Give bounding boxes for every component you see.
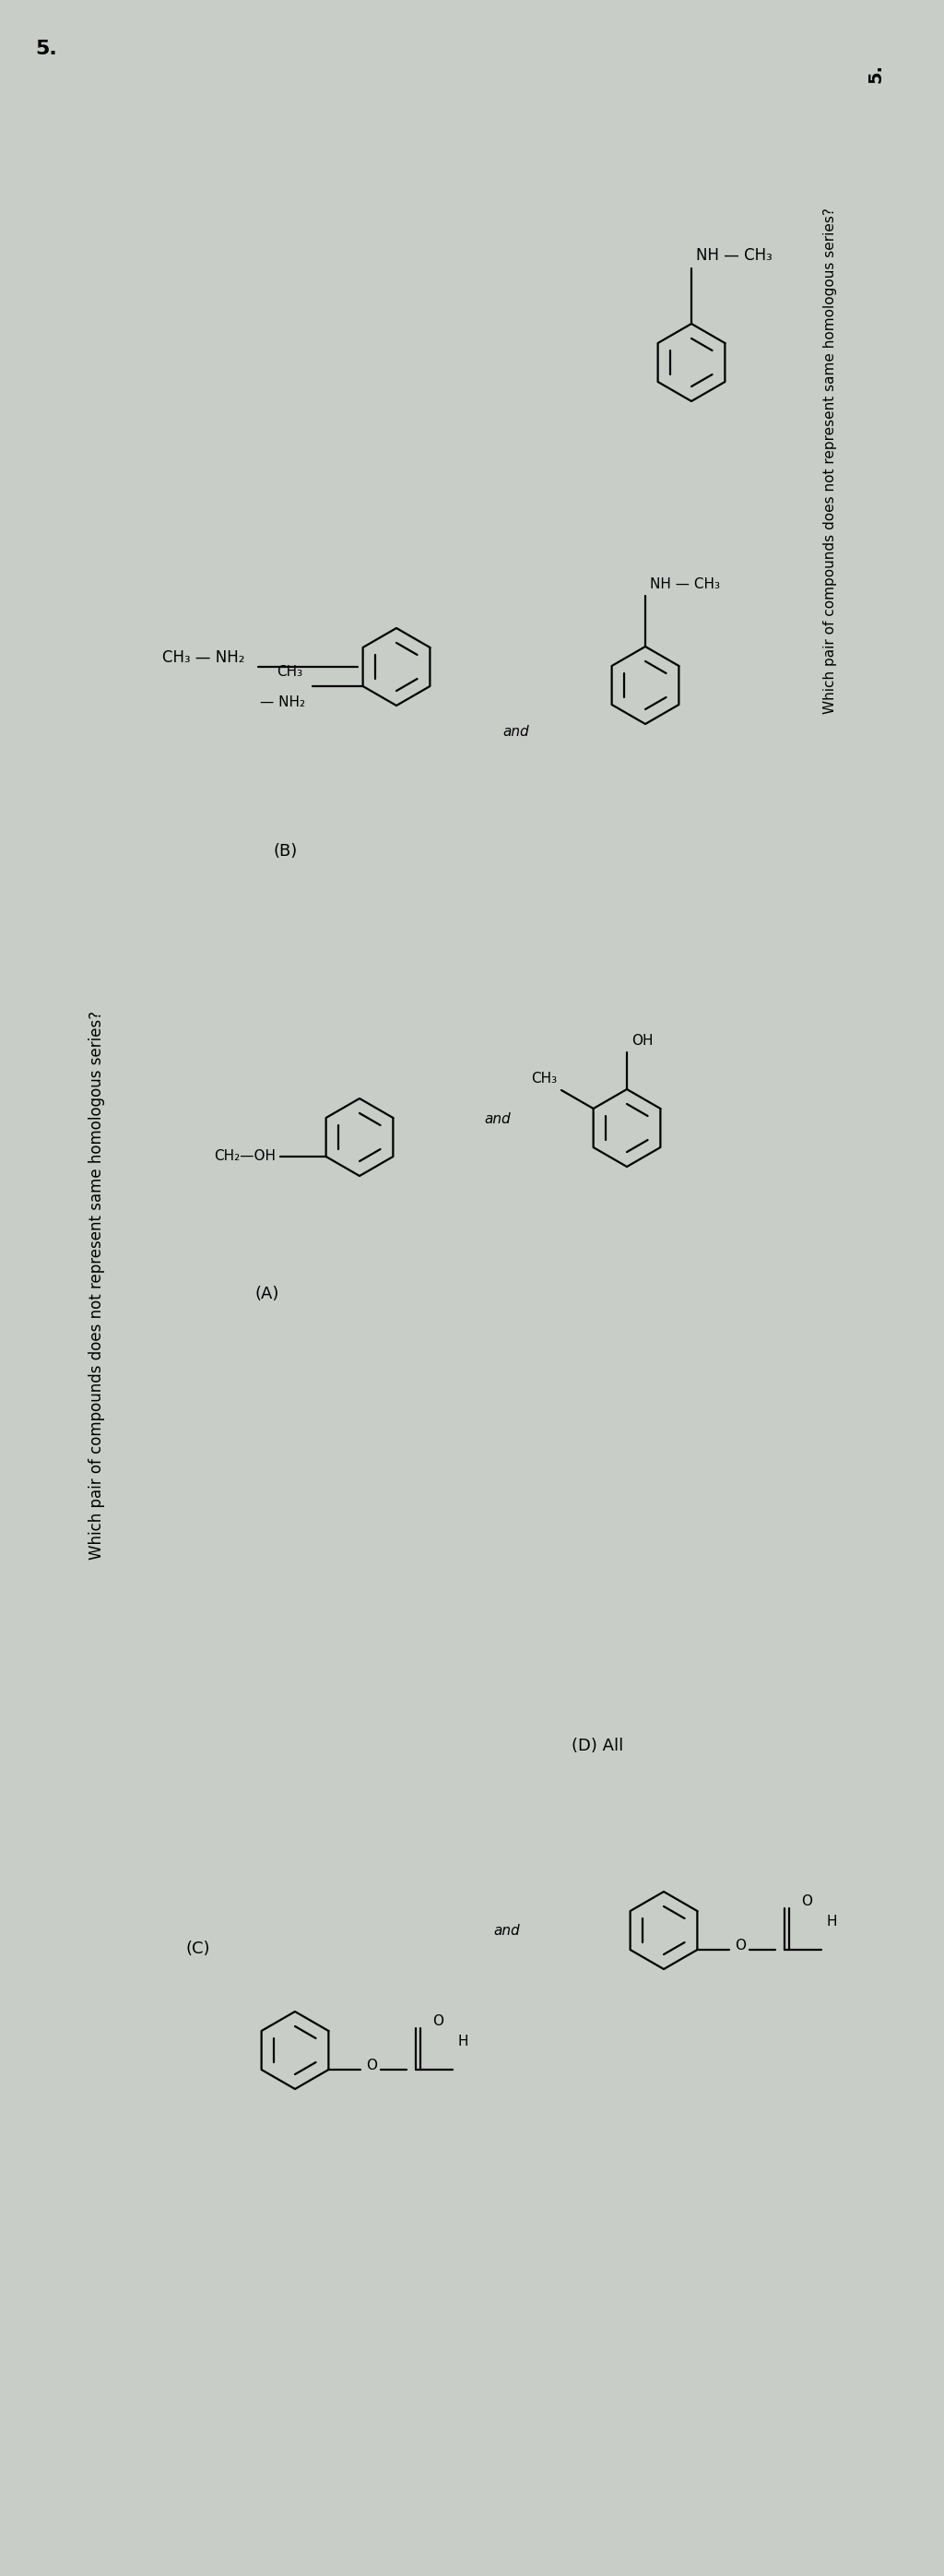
Text: and: and [503, 724, 530, 739]
Text: 5.: 5. [867, 64, 885, 82]
Text: CH₃: CH₃ [531, 1072, 557, 1084]
Text: (A): (A) [255, 1285, 279, 1303]
Text: (C): (C) [186, 1940, 211, 1958]
Text: Which pair of compounds does not represent same homologous series?: Which pair of compounds does not represe… [89, 1010, 105, 1558]
Text: CH₂—OH: CH₂—OH [213, 1149, 276, 1164]
Text: and: and [484, 1113, 511, 1126]
Text: NH — CH₃: NH — CH₃ [649, 577, 720, 592]
Text: H: H [826, 1914, 837, 1929]
Text: O: O [735, 1937, 746, 1953]
Text: NH — CH₃: NH — CH₃ [696, 247, 772, 263]
Text: O: O [432, 2014, 444, 2027]
Text: OH: OH [632, 1033, 653, 1048]
Text: (D) All: (D) All [571, 1739, 623, 1754]
Text: Which pair of compounds does not represent same homologous series?: Which pair of compounds does not represe… [823, 209, 836, 714]
Text: O: O [801, 1893, 813, 1909]
Text: and: and [494, 1924, 520, 1937]
Text: CH₃: CH₃ [277, 665, 303, 680]
Text: 5.: 5. [35, 39, 57, 59]
Text: CH₃ — NH₂: CH₃ — NH₂ [161, 649, 244, 667]
Text: O: O [366, 2058, 378, 2071]
Text: H: H [458, 2035, 468, 2048]
Text: — NH₂: — NH₂ [260, 696, 305, 708]
Text: (B): (B) [274, 842, 298, 860]
